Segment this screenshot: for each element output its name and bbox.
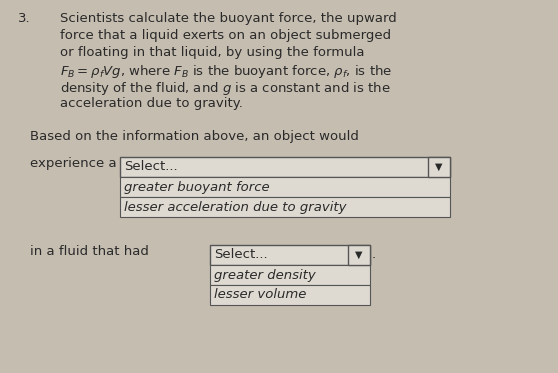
Text: lesser acceleration due to gravity: lesser acceleration due to gravity [124, 201, 347, 213]
Text: Based on the information above, an object would: Based on the information above, an objec… [30, 130, 359, 143]
Bar [210, 245, 370, 265]
Text: $F_B = \rho_f Vg$, where $F_B$ is the buoyant force, $\rho_f$, is the: $F_B = \rho_f Vg$, where $F_B$ is the bu… [60, 63, 392, 80]
Bar [428, 157, 450, 177]
Text: Select...: Select... [124, 160, 177, 173]
Text: greater buoyant force: greater buoyant force [124, 181, 270, 194]
Bar [210, 285, 370, 305]
Text: greater density: greater density [214, 269, 316, 282]
Bar [120, 197, 450, 217]
Text: lesser volume: lesser volume [214, 288, 306, 301]
Text: in a fluid that had: in a fluid that had [30, 245, 149, 258]
Text: Scientists calculate the buoyant force, the upward: Scientists calculate the buoyant force, … [60, 12, 397, 25]
Text: ▼: ▼ [435, 162, 442, 172]
Text: acceleration due to gravity.: acceleration due to gravity. [60, 97, 243, 110]
Text: experience a: experience a [30, 157, 117, 170]
Text: density of the fluid, and $g$ is a constant and is the: density of the fluid, and $g$ is a const… [60, 80, 391, 97]
Text: ▼: ▼ [355, 250, 363, 260]
Bar [120, 177, 450, 197]
Text: or floating in that liquid, by using the formula: or floating in that liquid, by using the… [60, 46, 364, 59]
Bar [120, 157, 450, 177]
Text: force that a liquid exerts on an object submerged: force that a liquid exerts on an object … [60, 29, 391, 42]
Bar [348, 245, 370, 265]
Text: .: . [372, 248, 376, 261]
Bar [210, 265, 370, 285]
Text: Select...: Select... [214, 248, 268, 261]
Text: 3.: 3. [18, 12, 31, 25]
